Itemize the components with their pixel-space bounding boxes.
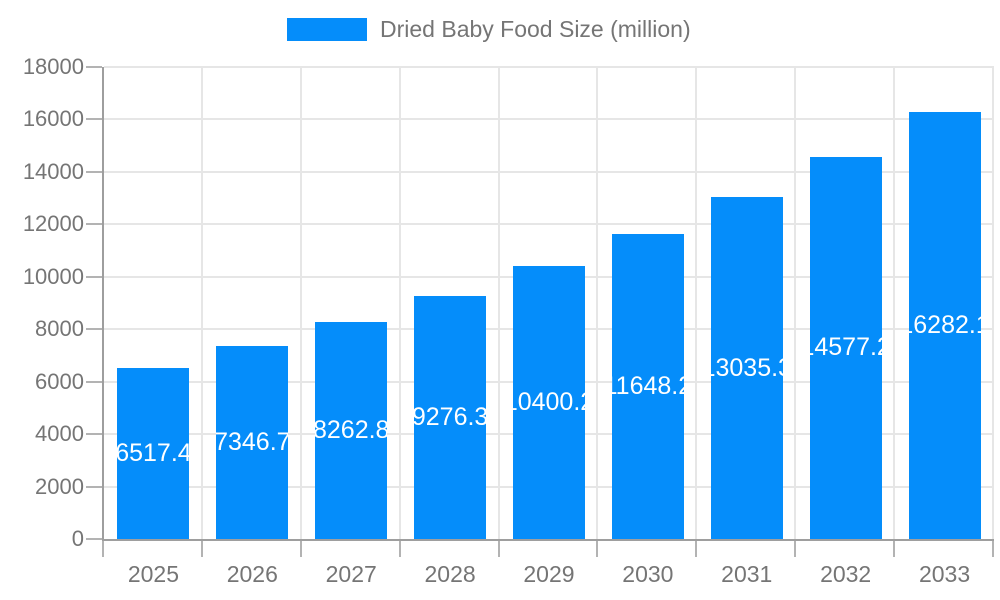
bar-value-label: 7346.7 [216, 428, 289, 457]
y-axis-tick-label: 6000 [35, 368, 84, 394]
legend: Dried Baby Food Size (million) [287, 16, 691, 43]
x-tick [596, 541, 599, 557]
y-axis-tick-label: 14000 [22, 158, 84, 184]
y-tick [86, 66, 102, 68]
x-tick [794, 541, 797, 557]
gridline-v [299, 67, 302, 539]
y-axis-tick-label: 0 [71, 526, 84, 551]
gridline-v [794, 67, 797, 539]
gridline-v [992, 67, 994, 539]
x-tick [200, 541, 203, 557]
bar: 9276.3 [414, 295, 487, 539]
x-tick [497, 541, 500, 557]
bar-value-label: 11648.2 [612, 371, 684, 400]
x-tick [893, 541, 896, 557]
gridline-v [596, 67, 599, 539]
gridline-v [497, 67, 500, 539]
gridline-h [104, 170, 994, 173]
bar: 8262.8 [315, 322, 388, 539]
gridline-h [104, 66, 994, 68]
y-tick [86, 118, 102, 121]
bar-value-label: 10400.2 [513, 388, 585, 417]
y-axis-tick-label: 2000 [35, 473, 84, 499]
bar: 13035.3 [710, 197, 783, 539]
x-tick [102, 541, 104, 557]
y-tick [86, 433, 102, 436]
x-tick [398, 541, 401, 557]
y-axis-tick-label: 8000 [35, 316, 84, 342]
y-axis-tick-label: 4000 [35, 421, 84, 447]
x-axis-tick-label: 2026 [226, 561, 278, 587]
y-axis-tick-label: 18000 [22, 54, 84, 79]
bar: 6517.4 [117, 368, 190, 539]
y-axis-tick-label: 10000 [22, 263, 84, 289]
bar-value-label: 6517.4 [117, 439, 190, 468]
x-tick [992, 541, 994, 557]
bar-value-label: 13035.3 [711, 353, 783, 382]
y-axis-tick-label: 16000 [22, 106, 84, 132]
x-tick [299, 541, 302, 557]
bar-value-label: 9276.3 [414, 402, 487, 431]
legend-label: Dried Baby Food Size (million) [380, 16, 691, 42]
gridline-h [104, 223, 994, 226]
y-tick [86, 275, 102, 278]
gridline-h [104, 118, 994, 121]
x-axis-tick-label: 2032 [820, 561, 872, 587]
gridline-v [200, 67, 203, 539]
bar: 16282.1 [908, 112, 981, 539]
y-tick [86, 223, 102, 226]
bar: 10400.2 [513, 266, 585, 539]
y-tick [86, 538, 102, 540]
y-tick [86, 485, 102, 488]
x-tick [695, 541, 698, 557]
y-tick [86, 328, 102, 331]
y-tick [86, 170, 102, 173]
bar-value-label: 16282.1 [909, 311, 981, 340]
plot-area: 0 2000 4000 6000 8000 10000 12000 14000 16000 180… [23, 56, 994, 587]
legend-swatch [287, 18, 367, 41]
x-axis-tick-label: 2033 [918, 561, 971, 587]
bar: 11648.2 [611, 233, 684, 539]
gridline-v [695, 67, 698, 539]
y-axis-tick-label: 12000 [22, 211, 84, 237]
bar: 7346.7 [216, 346, 289, 539]
bar-value-label: 8262.8 [315, 416, 388, 445]
x-axis-tick-label: 2028 [424, 561, 476, 587]
x-axis-tick-label: 2030 [622, 561, 674, 587]
x-axis-tick-label: 2031 [721, 561, 773, 587]
gridline-v [398, 67, 401, 539]
x-axis-tick-label: 2029 [523, 561, 575, 587]
x-axis-tick-label: 2027 [325, 561, 377, 587]
x-axis-tick-label: 2025 [127, 561, 180, 587]
gridline-v [893, 67, 896, 539]
y-tick [86, 380, 102, 383]
